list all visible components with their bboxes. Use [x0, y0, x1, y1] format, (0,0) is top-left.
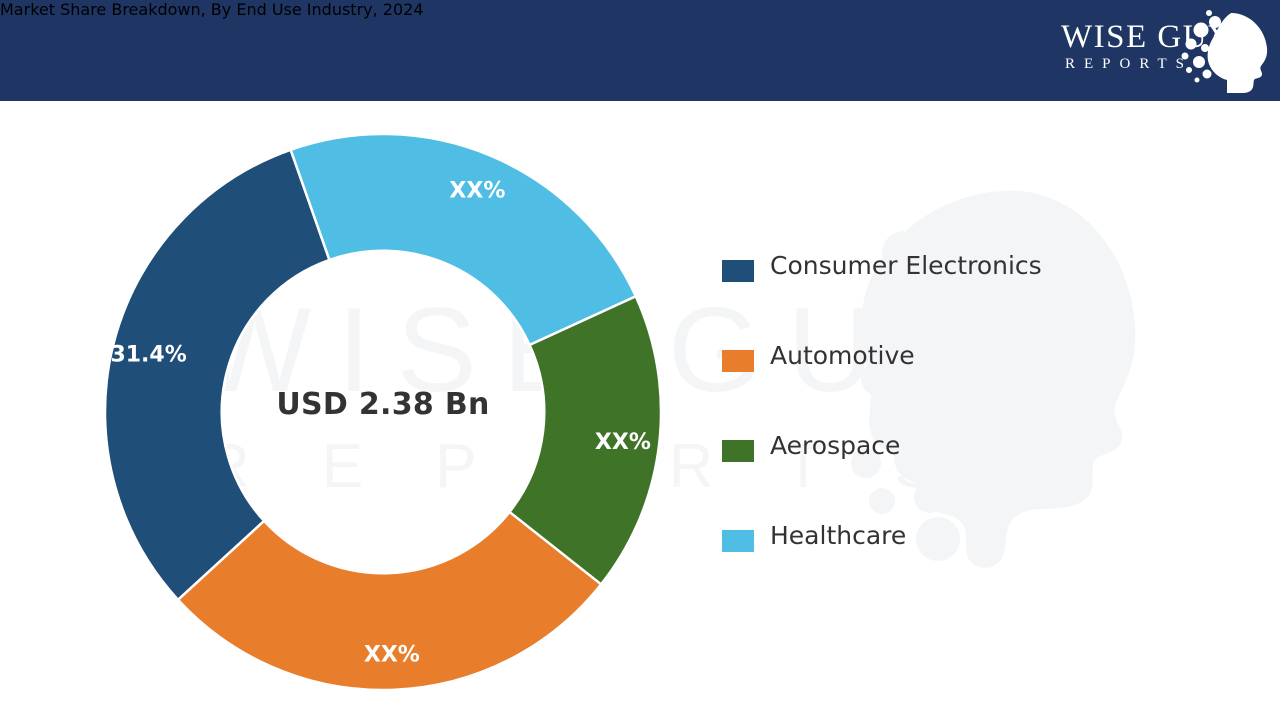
donut-center-label: USD 2.38 Bn: [276, 387, 490, 422]
donut-slice[interactable]: [289, 132, 638, 347]
header-bar: Market Share Breakdown, By End Use Indus…: [0, 0, 1280, 101]
donut-slice[interactable]: [176, 510, 603, 692]
donut-slices: [103, 132, 663, 692]
watermark-head-profile-icon: [851, 190, 1136, 568]
legend-item-label: Healthcare: [770, 521, 907, 550]
legend-item-label: Automotive: [770, 341, 915, 370]
donut-slice-labels: 31.4% XX% XX% XX%: [110, 179, 650, 668]
logo-secondary-text: REPORTS: [1065, 56, 1193, 72]
donut-slice-label: XX%: [595, 430, 651, 455]
head-profile-icon: [1181, 10, 1268, 93]
page-title: Market Share Breakdown, By End Use Indus…: [0, 0, 424, 19]
legend-swatch-icon: [722, 440, 754, 462]
legend-swatch-icon: [722, 350, 754, 372]
legend-item-label: Aerospace: [770, 431, 901, 460]
donut-slice-label: XX%: [449, 179, 505, 204]
donut-chart: 31.4% XX% XX% XX%: [103, 132, 663, 692]
donut-slice-label: XX%: [364, 642, 420, 667]
legend-swatch-icon: [722, 530, 754, 552]
wise-guy-reports-logo: WISE GUY REPORTS: [1024, 2, 1274, 99]
legend-item-label: Consumer Electronics: [770, 251, 1042, 280]
legend-swatch-icon: [722, 260, 754, 282]
donut-slice[interactable]: [507, 294, 663, 587]
donut-slice-label: 31.4%: [110, 342, 186, 367]
chart-area: WISE GUY REPORTS: [0, 101, 1280, 720]
donut-slice[interactable]: [103, 148, 332, 602]
